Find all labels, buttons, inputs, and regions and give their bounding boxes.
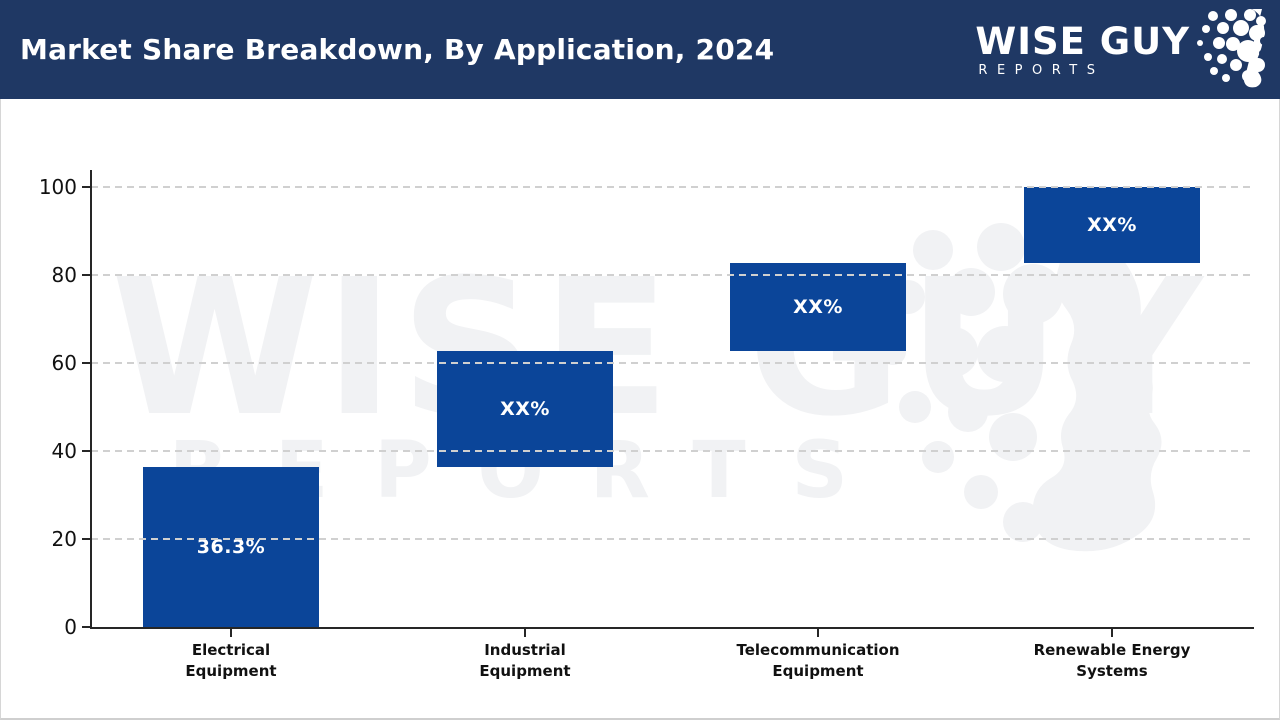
bar-segment: XX% xyxy=(730,262,906,351)
chart-area: WISE GUY REPORTS 0 20 40 60 80 100 36.3% XX% XX%… xyxy=(0,99,1280,720)
y-axis-line xyxy=(90,170,92,629)
bar-segment: XX% xyxy=(437,350,613,468)
bar-value-label: 36.3% xyxy=(196,536,266,559)
wise-guy-head-icon xyxy=(1192,7,1268,93)
x-category-label: Telecommunication Equipment xyxy=(736,641,900,680)
y-tick-label: 40 xyxy=(51,439,77,463)
y-gridline xyxy=(91,186,1254,188)
x-tick-mark xyxy=(817,629,819,637)
y-tick-label: 100 xyxy=(38,175,77,199)
y-gridline xyxy=(91,274,1254,276)
bar-value-label: XX% xyxy=(793,295,843,318)
y-tick-label: 60 xyxy=(51,351,77,375)
x-category-label: Renewable Energy Systems xyxy=(1033,641,1191,680)
logo-wordmark: WISE GUY xyxy=(975,19,1190,63)
y-tick-mark xyxy=(82,362,91,364)
y-gridline xyxy=(91,538,1254,540)
y-tick-mark xyxy=(82,186,91,188)
watermark-head-icon xyxy=(853,222,1163,576)
header: Market Share Breakdown, By Application, … xyxy=(0,0,1280,99)
y-tick-mark xyxy=(82,626,91,628)
bar-value-label: XX% xyxy=(1087,213,1137,236)
y-gridline xyxy=(91,450,1254,452)
bar-segment: XX% xyxy=(1024,187,1200,263)
y-gridline xyxy=(91,362,1254,364)
page-title: Market Share Breakdown, By Application, … xyxy=(20,33,775,66)
wise-guy-reports-logo: WISE GUY REPORTS xyxy=(975,7,1268,93)
y-tick-mark xyxy=(82,274,91,276)
x-tick-mark xyxy=(230,629,232,637)
y-tick-label: 20 xyxy=(51,527,77,551)
x-category-label: Industrial Equipment xyxy=(479,641,571,680)
y-tick-mark xyxy=(82,450,91,452)
bar-value-label: XX% xyxy=(500,397,550,420)
x-tick-mark xyxy=(524,629,526,637)
bar-segment: 36.3% xyxy=(143,467,319,627)
logo-text: WISE GUY REPORTS xyxy=(975,23,1190,77)
x-category-label: Electrical Equipment xyxy=(185,641,277,680)
logo-subtitle: REPORTS xyxy=(978,62,1105,78)
x-tick-mark xyxy=(1111,629,1113,637)
y-tick-label: 0 xyxy=(64,615,77,639)
x-axis-line xyxy=(90,627,1254,629)
y-tick-mark xyxy=(82,538,91,540)
y-tick-label: 80 xyxy=(51,263,77,287)
